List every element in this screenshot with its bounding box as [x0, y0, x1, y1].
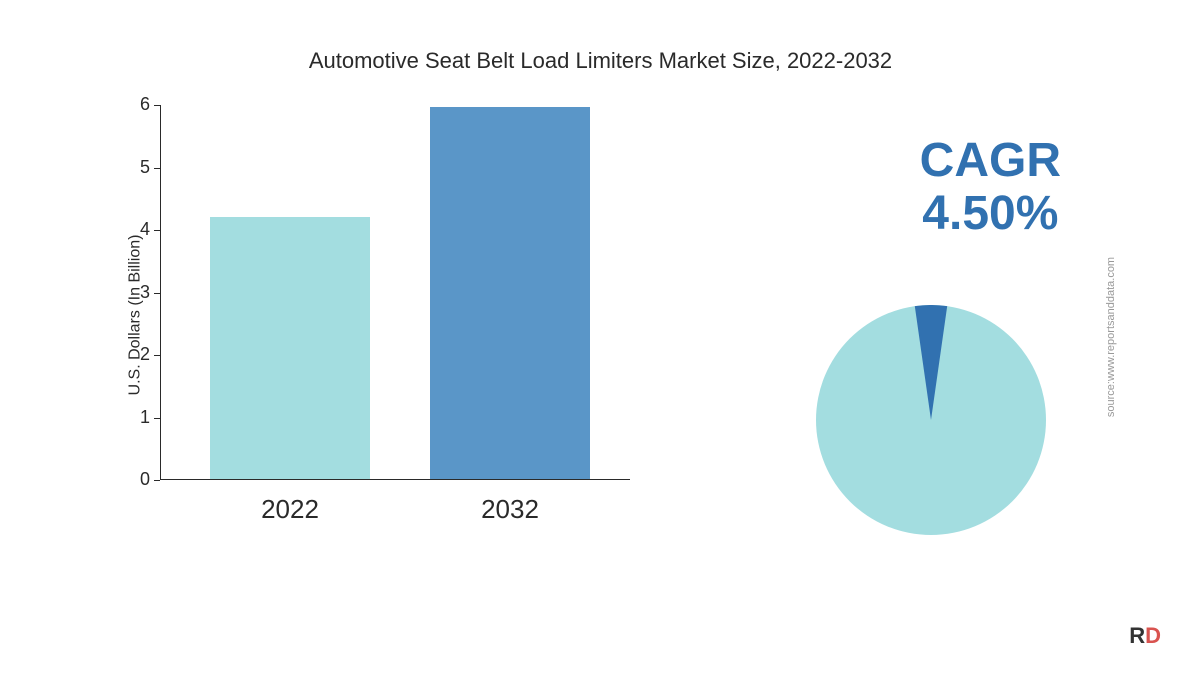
- chart-title: Automotive Seat Belt Load Limiters Marke…: [20, 48, 1181, 74]
- y-axis-line: [160, 105, 161, 480]
- logo: RD: [1129, 623, 1161, 649]
- bar-2032: [430, 107, 590, 479]
- cagr-label: CAGR: [920, 135, 1061, 188]
- y-tick-mark: [154, 168, 160, 169]
- y-tick-label: 6: [130, 94, 150, 115]
- main-container: Automotive Seat Belt Load Limiters Marke…: [0, 0, 1201, 674]
- cagr-value: 4.50%: [920, 188, 1061, 241]
- y-tick-label: 0: [130, 469, 150, 490]
- y-tick-label: 1: [130, 407, 150, 428]
- x-label-2022: 2022: [210, 494, 370, 525]
- y-tick-label: 4: [130, 219, 150, 240]
- cagr-section: CAGR 4.50%: [920, 135, 1061, 241]
- y-tick-mark: [154, 355, 160, 356]
- y-tick-label: 3: [130, 282, 150, 303]
- y-axis-label: U.S. Dollars (In Billion): [126, 235, 144, 396]
- logo-d: D: [1145, 623, 1161, 648]
- y-tick-mark: [154, 230, 160, 231]
- source-label: source:www.reportsanddata.com: [1105, 257, 1117, 417]
- y-tick-mark: [154, 480, 160, 481]
- x-axis-line: [160, 479, 630, 480]
- x-label-2032: 2032: [430, 494, 590, 525]
- y-tick-mark: [154, 293, 160, 294]
- bar-2022: [210, 217, 370, 480]
- pie-chart: [816, 305, 1046, 535]
- y-tick-mark: [154, 418, 160, 419]
- bar-chart: U.S. Dollars (In Billion) 0123456 202220…: [130, 105, 630, 525]
- logo-r: R: [1129, 623, 1145, 648]
- y-tick-label: 5: [130, 157, 150, 178]
- y-tick-mark: [154, 105, 160, 106]
- y-tick-label: 2: [130, 344, 150, 365]
